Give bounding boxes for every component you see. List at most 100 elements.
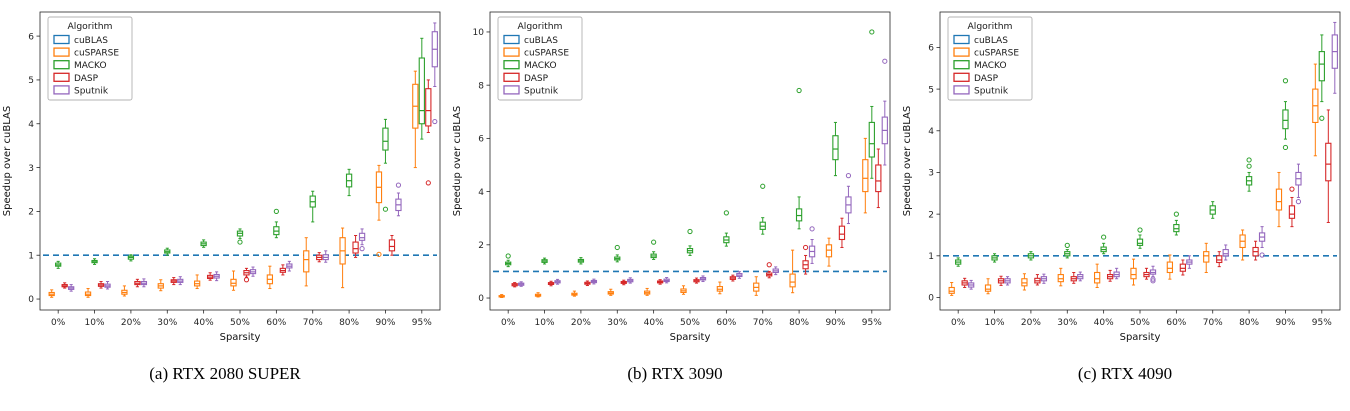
svg-text:20%: 20% — [121, 318, 141, 328]
legend-swatch-cublas — [503, 34, 520, 45]
legend-label-cublas: cuBLAS — [974, 36, 1008, 46]
x-axis-ticks: 0% 10% 20% 30% 40% 50% 60% 70% 80% 90% 95% — [951, 310, 1332, 328]
series-dasp — [511, 148, 882, 288]
y-axis-label: Speedup over cuBLAS — [902, 106, 913, 216]
legend-swatch-dasp — [53, 72, 70, 82]
series-macko — [955, 34, 1325, 267]
svg-text:30%: 30% — [1057, 318, 1077, 328]
svg-text:50%: 50% — [680, 318, 700, 328]
svg-text:50%: 50% — [230, 318, 250, 328]
svg-text:4: 4 — [928, 127, 934, 137]
series-cusparse — [948, 63, 1319, 296]
series-macko — [55, 37, 425, 269]
svg-text:3: 3 — [928, 169, 934, 179]
caption-a: (a) RTX 2080 SUPER — [149, 364, 301, 383]
svg-text:90%: 90% — [825, 318, 845, 328]
panel-rtx-3090: 0 2 4 6 8 10 0% 10% 20% 30% 40% 50% 60% 70% 80% 90% 95% S… — [450, 4, 900, 384]
series-macko — [505, 29, 875, 268]
legend-swatch-dasp — [503, 72, 520, 82]
x-axis-label: Sparsity — [1120, 332, 1161, 343]
legend-label-sputnik: Sputnik — [524, 86, 559, 96]
y-axis-ticks: 0 1 2 3 4 5 6 — [928, 44, 940, 304]
legend-label-cusparse: cuSPARSE — [974, 49, 1019, 59]
legend-swatch-cublas — [53, 34, 70, 45]
svg-text:10%: 10% — [535, 318, 555, 328]
series-cusparse — [48, 70, 419, 298]
svg-text:70%: 70% — [303, 318, 323, 328]
svg-text:70%: 70% — [753, 318, 773, 328]
svg-text:6: 6 — [478, 135, 484, 145]
svg-text:3: 3 — [28, 164, 34, 174]
svg-text:0%: 0% — [51, 318, 66, 328]
caption-c: (c) RTX 4090 — [1077, 364, 1173, 383]
legend: Algorithm cuBLAS cuSPARSE MACKO DASP Sputnik — [497, 16, 583, 101]
svg-text:5: 5 — [28, 76, 34, 86]
x-axis-ticks: 0% 10% 20% 30% 40% 50% 60% 70% 80% 90% 95% — [501, 310, 882, 328]
legend-swatch-cusparse — [503, 47, 520, 57]
legend-label-dasp: DASP — [974, 74, 999, 84]
svg-text:0: 0 — [28, 295, 34, 305]
svg-text:80%: 80% — [789, 318, 809, 328]
caption-b: (b) RTX 3090 — [627, 364, 723, 383]
legend-swatch-cublas — [953, 34, 970, 45]
svg-text:40%: 40% — [644, 318, 664, 328]
y-axis-ticks: 0 1 2 3 4 5 6 — [28, 32, 40, 305]
legend: Algorithm cuBLAS cuSPARSE MACKO DASP Sputnik — [947, 16, 1033, 101]
svg-text:20%: 20% — [571, 318, 591, 328]
svg-text:40%: 40% — [1094, 318, 1114, 328]
legend-label-macko: MACKO — [74, 61, 107, 71]
legend: Algorithm cuBLAS cuSPARSE MACKO DASP Sputnik — [47, 16, 133, 101]
svg-text:90%: 90% — [375, 318, 395, 328]
series-dasp — [961, 109, 1332, 288]
legend-label-macko: MACKO — [974, 61, 1007, 71]
svg-text:10%: 10% — [985, 318, 1005, 328]
svg-text:6: 6 — [928, 44, 934, 54]
legend-swatch-cusparse — [53, 47, 70, 57]
series-sputnik — [68, 22, 438, 292]
legend-label-sputnik: Sputnik — [974, 86, 1009, 96]
svg-text:1: 1 — [928, 252, 934, 262]
legend-label-macko: MACKO — [524, 61, 557, 71]
series-cusparse — [498, 137, 869, 298]
legend-label-cublas: cuBLAS — [524, 36, 558, 46]
svg-text:10: 10 — [473, 28, 485, 38]
legend-title: Algorithm — [968, 21, 1013, 32]
svg-text:95%: 95% — [1312, 318, 1332, 328]
x-axis-label: Sparsity — [670, 332, 711, 343]
panel-rtx-4090: 0 1 2 3 4 5 6 0% 10% 20% 30% 40% 50% 60% 70% 80% 90% 95% S… — [900, 4, 1350, 384]
svg-text:30%: 30% — [607, 318, 627, 328]
legend-swatch-dasp — [953, 72, 970, 82]
legend-title: Algorithm — [518, 21, 563, 32]
y-axis-ticks: 0 2 4 6 8 10 — [473, 28, 490, 304]
svg-text:5: 5 — [928, 85, 934, 95]
svg-text:10%: 10% — [85, 318, 105, 328]
legend-swatch-cusparse — [953, 47, 970, 57]
svg-text:95%: 95% — [862, 318, 882, 328]
svg-text:95%: 95% — [412, 318, 432, 328]
x-axis-label: Sparsity — [220, 332, 261, 343]
svg-text:40%: 40% — [194, 318, 214, 328]
svg-text:80%: 80% — [1239, 318, 1259, 328]
legend-swatch-sputnik — [53, 85, 70, 95]
svg-text:30%: 30% — [157, 318, 177, 328]
svg-text:2: 2 — [928, 210, 934, 220]
legend-swatch-sputnik — [953, 85, 970, 95]
panel-rtx-2080-super: 0 1 2 3 4 5 6 0% 10% 20% 30% 40% 50% 60% 70% 80% 90% 95% S… — [0, 4, 450, 384]
legend-label-cusparse: cuSPARSE — [74, 49, 119, 59]
svg-text:0: 0 — [928, 294, 934, 304]
svg-text:90%: 90% — [1275, 318, 1295, 328]
legend-label-cusparse: cuSPARSE — [524, 49, 569, 59]
legend-label-cublas: cuBLAS — [74, 36, 108, 46]
legend-swatch-macko — [53, 60, 70, 70]
legend-swatch-macko — [503, 60, 520, 70]
svg-text:80%: 80% — [339, 318, 359, 328]
series-dasp — [61, 79, 432, 289]
svg-text:0%: 0% — [951, 318, 966, 328]
svg-text:1: 1 — [28, 251, 34, 261]
svg-text:60%: 60% — [1166, 318, 1186, 328]
svg-text:6: 6 — [28, 32, 34, 42]
svg-text:0%: 0% — [501, 318, 516, 328]
svg-text:8: 8 — [478, 81, 484, 91]
